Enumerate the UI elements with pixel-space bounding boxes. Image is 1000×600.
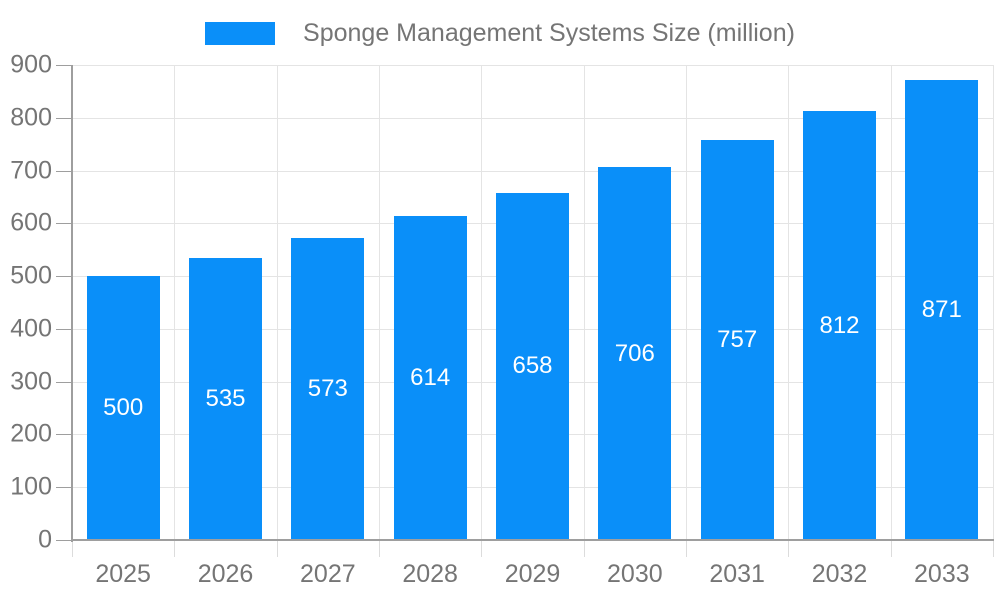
x-axis-tick-label: 2032	[811, 560, 868, 588]
x-gridline	[276, 65, 278, 540]
bar[interactable]: 500	[86, 276, 160, 540]
legend-swatch[interactable]	[205, 21, 276, 45]
y-axis-tick	[56, 381, 72, 383]
x-axis-tick	[788, 540, 790, 557]
bar[interactable]: 706	[598, 167, 672, 540]
bar-value-label: 535	[205, 384, 246, 412]
y-axis-tick	[56, 487, 72, 489]
x-axis-tick-label: 2030	[607, 560, 663, 588]
x-axis-tick	[890, 540, 892, 557]
x-axis-tick	[379, 540, 380, 557]
bar-value-label: 614	[410, 363, 451, 391]
x-axis-tick	[72, 540, 73, 557]
y-axis-tick-label: 300	[10, 367, 52, 396]
y-axis-tick	[56, 117, 72, 119]
y-gridline	[72, 65, 993, 66]
x-axis-tick-label: 2033	[914, 560, 970, 588]
bar[interactable]: 812	[803, 111, 876, 540]
x-axis-line	[71, 539, 994, 541]
y-axis-tick	[56, 328, 72, 330]
x-axis-tick-label: 2027	[300, 560, 356, 588]
x-axis-tick-label: 2025	[95, 560, 151, 588]
x-axis-tick	[686, 540, 687, 557]
x-axis-tick	[481, 540, 483, 557]
bar-value-label: 706	[614, 339, 655, 367]
x-axis-tick	[276, 540, 278, 557]
x-gridline	[583, 65, 585, 540]
x-gridline	[993, 65, 994, 540]
bar-value-label: 871	[921, 296, 962, 324]
bar-value-label: 812	[819, 311, 860, 339]
x-gridline	[481, 65, 483, 540]
x-gridline	[686, 65, 687, 540]
x-gridline	[890, 65, 892, 540]
x-gridline	[379, 65, 380, 540]
bar[interactable]: 658	[496, 192, 569, 540]
y-axis-tick-label: 0	[38, 525, 52, 554]
x-axis-tick	[174, 540, 176, 557]
y-axis-tick	[56, 65, 72, 66]
y-axis-tick-label: 400	[10, 314, 52, 343]
y-axis-tick	[56, 540, 72, 541]
bar-value-label: 757	[717, 326, 758, 354]
bar-value-label: 500	[103, 394, 144, 422]
x-axis-tick	[993, 540, 994, 557]
x-gridline	[788, 65, 790, 540]
y-gridline	[72, 117, 993, 119]
y-axis-tick-label: 700	[10, 156, 52, 185]
legend-label[interactable]: Sponge Management Systems Size (million)	[303, 19, 795, 47]
bar[interactable]: 871	[905, 80, 979, 540]
y-axis-tick-label: 600	[10, 208, 52, 237]
y-axis-tick-label: 500	[10, 261, 52, 290]
y-axis-tick	[56, 434, 72, 436]
bar-value-label: 658	[512, 352, 553, 380]
y-axis-tick-label: 200	[10, 419, 52, 448]
bar[interactable]: 535	[189, 257, 262, 540]
y-axis-tick	[56, 276, 72, 278]
bar[interactable]: 614	[393, 215, 467, 540]
y-axis-tick-label: 100	[10, 472, 52, 501]
x-gridline	[174, 65, 176, 540]
y-axis-tick	[56, 223, 72, 225]
bar[interactable]: 573	[291, 237, 365, 540]
x-axis-tick-label: 2026	[197, 560, 254, 588]
y-axis-tick-label: 900	[10, 50, 52, 79]
bar-value-label: 573	[307, 374, 348, 402]
chart-legend: Sponge Management Systems Size (million)	[0, 18, 1000, 48]
bar[interactable]: 757	[700, 140, 774, 540]
y-axis-line	[71, 65, 73, 542]
x-axis-tick-label: 2029	[504, 560, 561, 588]
y-gridline	[72, 170, 993, 172]
x-axis-tick-label: 2031	[709, 560, 765, 588]
y-axis-tick	[56, 170, 72, 172]
x-axis-tick	[583, 540, 585, 557]
y-axis-tick-label: 800	[10, 103, 52, 132]
x-axis-tick-label: 2028	[402, 560, 458, 588]
